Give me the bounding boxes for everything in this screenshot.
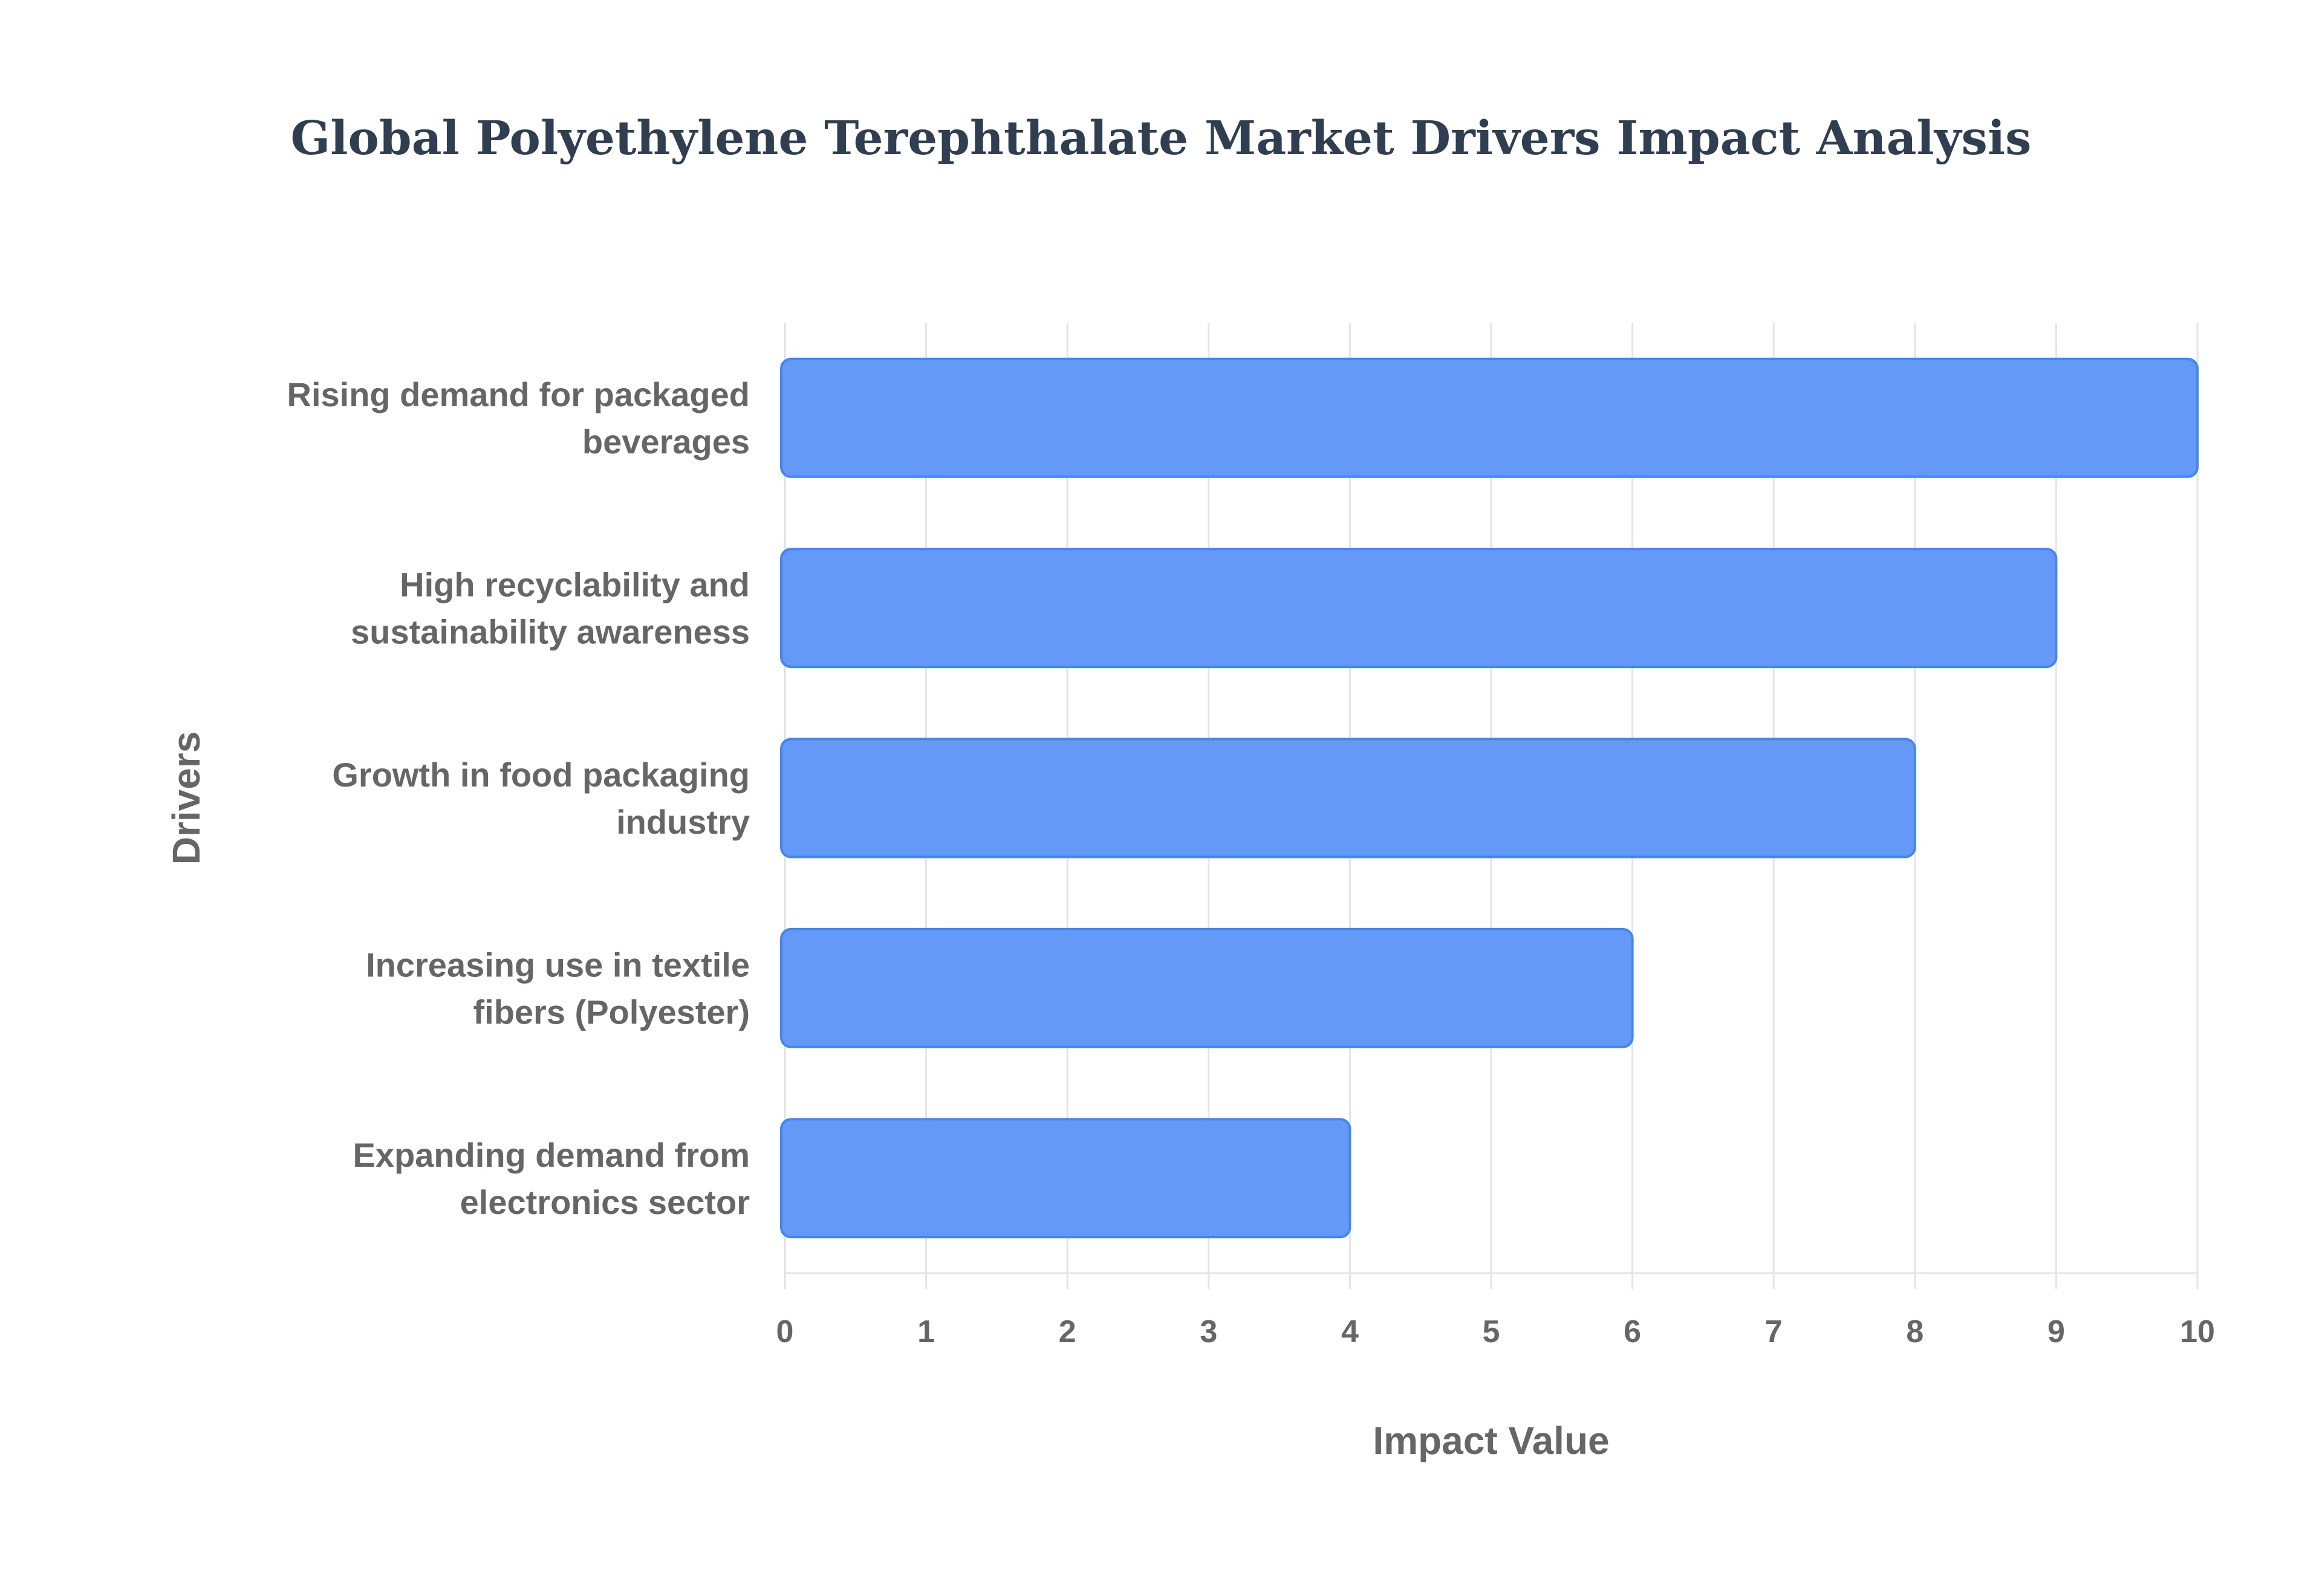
y-tick-label: Increasing use in textile fibers (Polyest… <box>366 946 750 1031</box>
chart-title: Global Polyethylene Terephthalate Market… <box>291 111 2032 166</box>
x-tick-label: 4 <box>1341 1314 1359 1349</box>
bar <box>780 548 2058 669</box>
bar <box>780 738 1916 858</box>
y-tick-label: Rising demand for packaged beverages <box>287 375 750 461</box>
x-tick-label: 5 <box>1483 1314 1500 1349</box>
x-tick-label: 10 <box>2180 1314 2215 1349</box>
x-tick-label: 8 <box>1906 1314 1924 1349</box>
x-axis-tick-labels: 0 1 2 3 4 5 6 7 8 9 10 <box>776 1314 2215 1349</box>
x-tick-label: 7 <box>1765 1314 1783 1349</box>
x-tick-label: 3 <box>1200 1314 1217 1349</box>
bars <box>780 357 2199 1239</box>
bar <box>780 1118 1351 1239</box>
y-tick-label: High recyclability and sustainability awa… <box>351 566 750 651</box>
y-tick-label: Growth in food packaging industry <box>332 756 750 841</box>
y-tick-label: Expanding demand from electronics sector <box>353 1136 750 1221</box>
x-tick-label: 0 <box>776 1314 794 1349</box>
y-axis-title: Drivers <box>164 731 208 865</box>
x-tick-label: 6 <box>1624 1314 1641 1349</box>
bar <box>780 927 1634 1048</box>
x-axis-title: Impact Value <box>1373 1419 1609 1462</box>
x-tick-label: 9 <box>2047 1314 2065 1349</box>
x-tick-label: 1 <box>917 1314 935 1349</box>
bar <box>780 357 2199 478</box>
y-axis-tick-labels: Rising demand for packaged beverages High … <box>287 375 750 1221</box>
x-tick-label: 2 <box>1059 1314 1076 1349</box>
